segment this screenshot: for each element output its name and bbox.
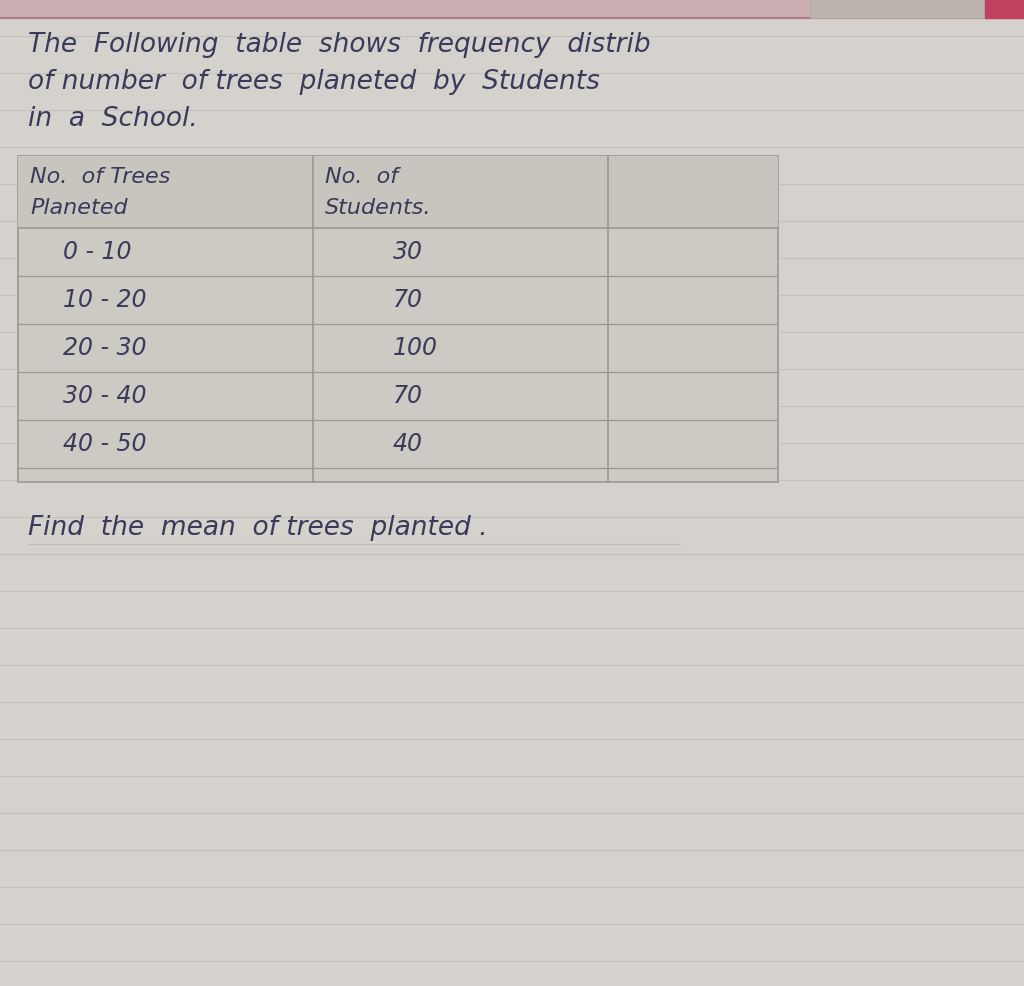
FancyBboxPatch shape — [810, 0, 985, 19]
Bar — [985, 0, 1024, 19]
Text: Students.: Students. — [325, 198, 431, 218]
Text: of number  of trees  planeted  by  Students: of number of trees planeted by Students — [28, 69, 600, 95]
Text: Find  the  mean  of trees  planted .: Find the mean of trees planted . — [28, 515, 487, 540]
Bar — [18, 157, 778, 482]
Text: in  a  School.: in a School. — [28, 106, 198, 132]
Text: 30: 30 — [393, 240, 423, 263]
Bar — [0, 0, 1024, 19]
Text: The  Following  table  shows  frequency  distrib: The Following table shows frequency dist… — [28, 32, 650, 58]
Text: 70: 70 — [393, 288, 423, 312]
Text: 70: 70 — [393, 384, 423, 407]
Text: 20 - 30: 20 - 30 — [63, 335, 146, 359]
Text: 100: 100 — [393, 335, 438, 359]
Text: 0 - 10: 0 - 10 — [63, 240, 131, 263]
Bar — [18, 157, 778, 229]
Text: No.  of Trees: No. of Trees — [30, 167, 170, 186]
Text: 30 - 40: 30 - 40 — [63, 384, 146, 407]
Text: 10 - 20: 10 - 20 — [63, 288, 146, 312]
Text: Planeted: Planeted — [30, 198, 128, 218]
Text: 40: 40 — [393, 431, 423, 456]
Text: No.  of: No. of — [325, 167, 398, 186]
Text: 40 - 50: 40 - 50 — [63, 431, 146, 456]
Bar — [810, 0, 985, 19]
